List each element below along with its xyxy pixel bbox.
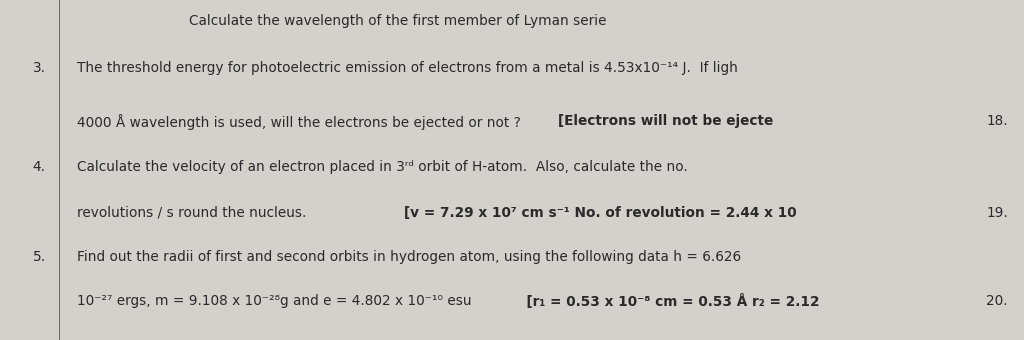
Text: [v = 7.29 x 10⁷ cm s⁻¹ No. of revolution = 2.44 x 10: [v = 7.29 x 10⁷ cm s⁻¹ No. of revolution… (404, 206, 797, 220)
Text: Calculate the velocity of an electron placed in 3ʳᵈ orbit of H-atom.  Also, calc: Calculate the velocity of an electron pl… (77, 160, 687, 174)
Text: 18.: 18. (986, 114, 1008, 128)
Text: The threshold energy for photoelectric emission of electrons from a metal is 4.5: The threshold energy for photoelectric e… (77, 61, 737, 75)
Text: 3.: 3. (33, 61, 46, 75)
Text: 19.: 19. (986, 206, 1008, 220)
Text: 4000 Å wavelength is used, will the electrons be ejected or not ?: 4000 Å wavelength is used, will the elec… (77, 114, 539, 130)
Text: 4.: 4. (33, 160, 46, 174)
Text: 5.: 5. (33, 250, 46, 264)
Text: [Electrons will not be ejecte: [Electrons will not be ejecte (558, 114, 773, 128)
Text: [r₁ = 0.53 x 10⁻⁸ cm = 0.53 Å r₂ = 2.12: [r₁ = 0.53 x 10⁻⁸ cm = 0.53 Å r₂ = 2.12 (517, 294, 819, 309)
Text: Find out the radii of first and second orbits in hydrogen atom, using the follow: Find out the radii of first and second o… (77, 250, 741, 264)
Text: revolutions / s round the nucleus.: revolutions / s round the nucleus. (77, 206, 306, 220)
Text: 20.: 20. (986, 294, 1008, 308)
Text: 10⁻²⁷ ergs, m = 9.108 x 10⁻²⁸g and e = 4.802 x 10⁻¹⁰ esu: 10⁻²⁷ ergs, m = 9.108 x 10⁻²⁸g and e = 4… (77, 294, 471, 308)
Text: Calculate the wavelength of the first member of Lyman serie: Calculate the wavelength of the first me… (189, 14, 607, 28)
